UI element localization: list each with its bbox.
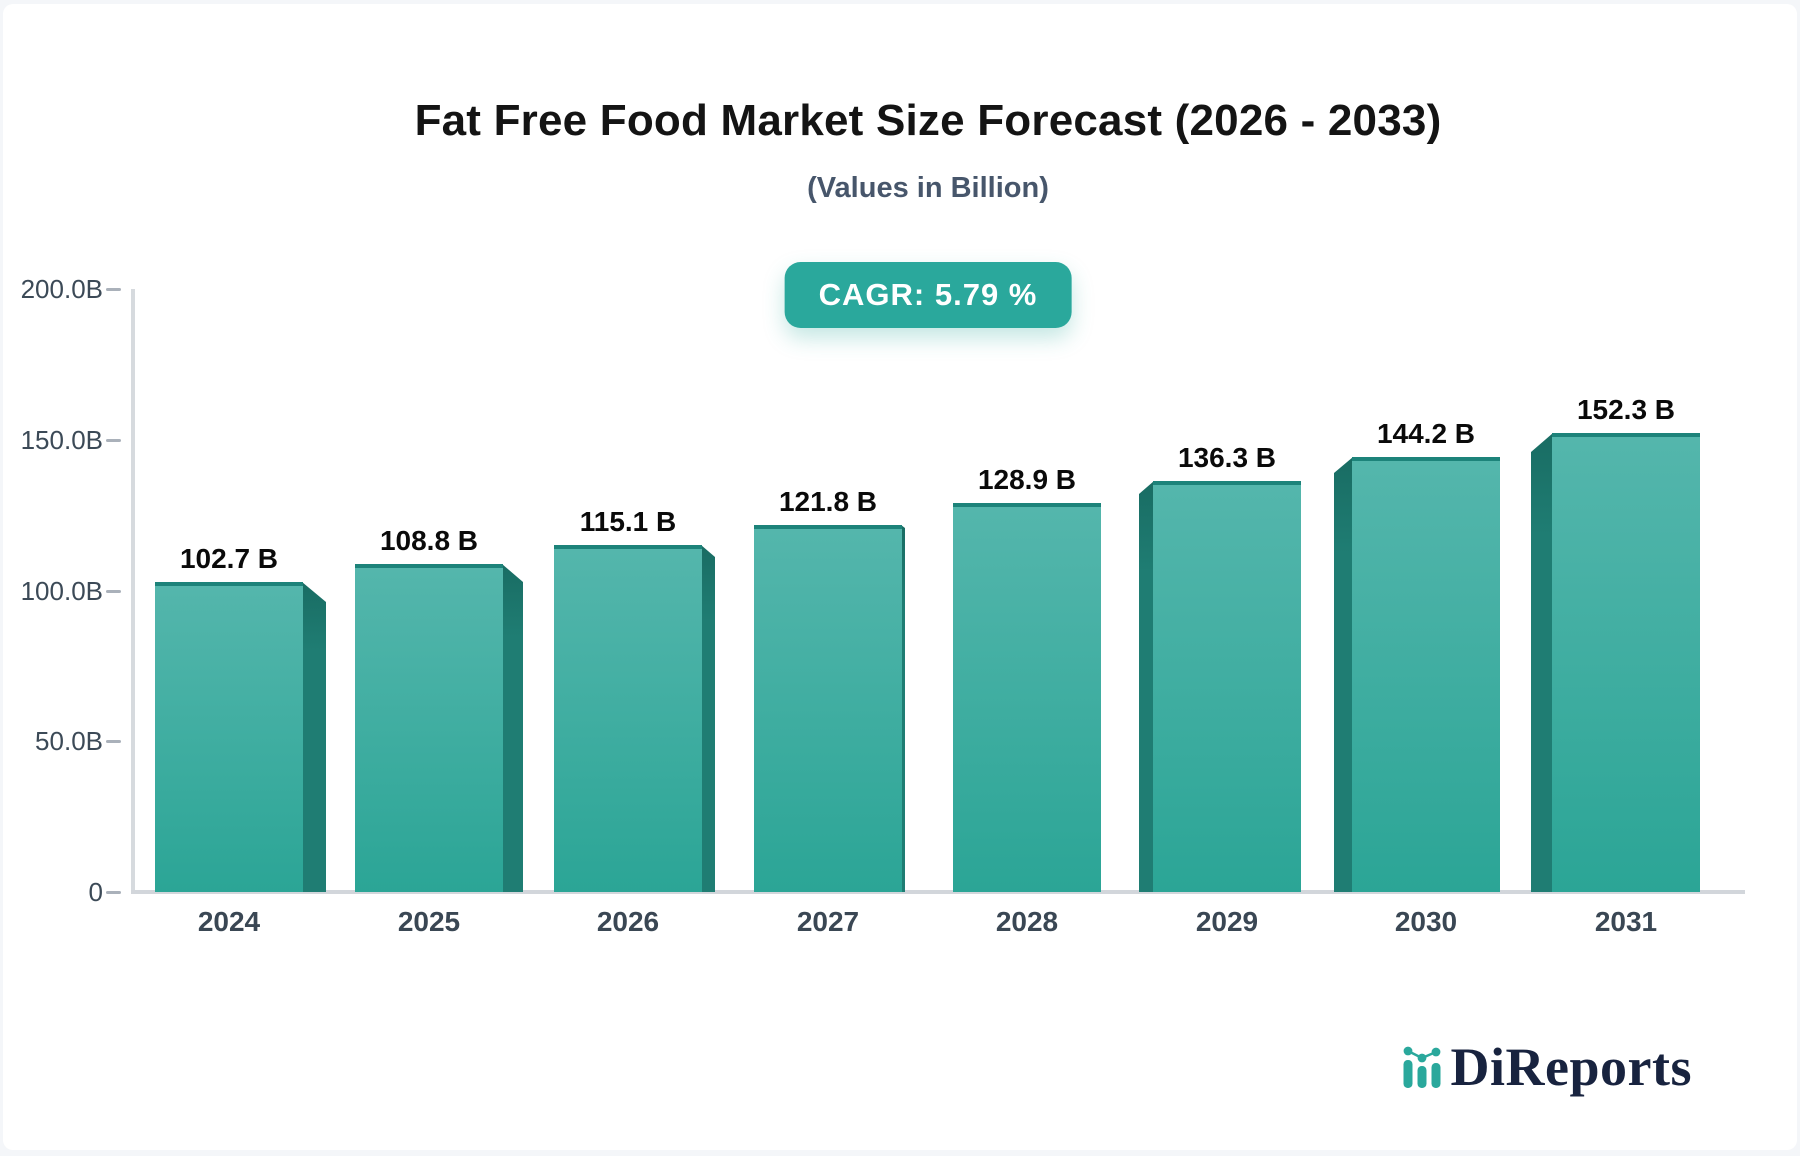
brand-logo: DiReports: [1401, 1040, 1692, 1094]
chart-subtitle: (Values in Billion): [807, 172, 1049, 204]
bar-3d-side: [901, 525, 905, 892]
x-tick-label: 2025: [397, 906, 461, 937]
chart-title: Fat Free Food Market Size Forecast (2026…: [414, 96, 1442, 145]
bar-2028: [953, 503, 1101, 892]
bar-value-label: 102.7 B: [179, 543, 279, 574]
x-tick-label: 2026: [596, 906, 660, 937]
bar-2029: [1153, 481, 1301, 892]
y-axis-line: [131, 289, 135, 894]
bar-3d-side: [302, 582, 326, 892]
x-tick-label: 2028: [995, 906, 1059, 937]
bar-value-label: 144.2 B: [1376, 418, 1476, 449]
y-tick-label: 0: [88, 877, 103, 907]
bar-value-label: 128.9 B: [977, 464, 1077, 495]
y-tick-label: 50.0B: [35, 726, 103, 756]
bar-3d-side: [1334, 457, 1353, 892]
bar-2025: [355, 564, 503, 892]
bar-2027: [754, 525, 902, 892]
bar-value-label: 115.1 B: [579, 506, 677, 537]
y-tick-mark: [106, 439, 121, 442]
x-tick-label: 2024: [197, 906, 261, 937]
y-tick-mark: [106, 891, 121, 894]
y-tick-label: 150.0B: [20, 425, 103, 455]
bar-value-label: 108.8 B: [379, 525, 479, 556]
y-tick-label: 100.0B: [20, 576, 103, 606]
bar-3d-side: [1139, 481, 1154, 892]
y-tick-mark: [106, 590, 121, 593]
bar-value-label: 136.3 B: [1177, 442, 1277, 473]
bar-3d-side: [502, 564, 523, 892]
bar-3d-side: [1531, 433, 1553, 892]
x-tick-label: 2031: [1594, 906, 1658, 937]
bar-2030: [1352, 457, 1500, 892]
x-tick-label: 2029: [1195, 906, 1259, 937]
x-axis-line: [131, 890, 1745, 894]
y-tick-mark: [106, 740, 121, 743]
bar-2026: [554, 545, 702, 892]
logo-chart-icon: [1403, 1046, 1441, 1088]
chart-card: Fat Free Food Market Size Forecast (2026…: [3, 4, 1797, 1150]
x-tick-label: 2027: [796, 906, 860, 937]
cagr-badge: CAGR: 5.79 %: [784, 262, 1072, 328]
bar-value-label: 121.8 B: [778, 486, 878, 517]
bar-3d-side: [701, 545, 715, 892]
y-tick-label: 200.0B: [20, 274, 103, 304]
bar-value-label: 152.3 B: [1576, 394, 1676, 425]
bar-2024: [155, 582, 303, 892]
x-tick-label: 2030: [1394, 906, 1458, 937]
y-tick-mark: [106, 288, 121, 291]
logo-text: DiReports: [1450, 1037, 1692, 1097]
bar-2031: [1552, 433, 1700, 892]
